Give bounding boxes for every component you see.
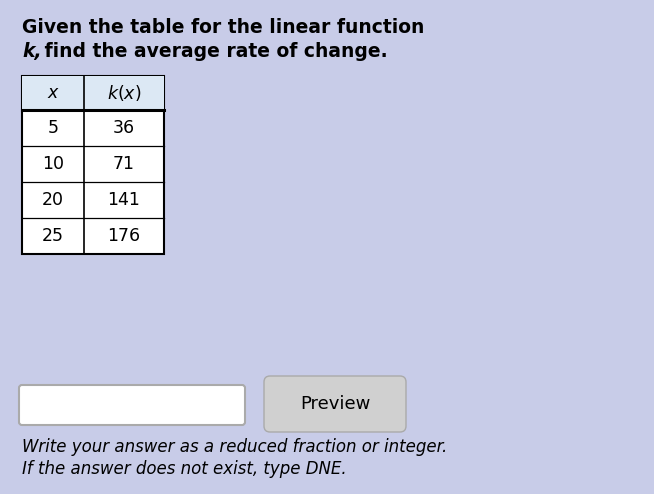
Text: Given the table for the linear function: Given the table for the linear function xyxy=(22,18,424,37)
FancyBboxPatch shape xyxy=(19,385,245,425)
Text: If the answer does not exist, type DNE.: If the answer does not exist, type DNE. xyxy=(22,460,347,478)
Text: $x$: $x$ xyxy=(46,84,60,102)
FancyBboxPatch shape xyxy=(264,376,406,432)
Text: Preview: Preview xyxy=(300,395,370,413)
Text: 20: 20 xyxy=(42,191,64,209)
Text: $k(x)$: $k(x)$ xyxy=(107,83,141,103)
Text: k,: k, xyxy=(22,42,42,61)
Text: 25: 25 xyxy=(42,227,64,245)
Text: 5: 5 xyxy=(48,119,58,137)
Text: 10: 10 xyxy=(42,155,64,173)
FancyBboxPatch shape xyxy=(22,76,164,254)
Text: Write your answer as a reduced fraction or integer.: Write your answer as a reduced fraction … xyxy=(22,438,447,456)
Text: 176: 176 xyxy=(107,227,141,245)
Text: find the average rate of change.: find the average rate of change. xyxy=(38,42,388,61)
FancyBboxPatch shape xyxy=(22,76,164,110)
Text: 71: 71 xyxy=(113,155,135,173)
Text: 141: 141 xyxy=(107,191,141,209)
Text: 36: 36 xyxy=(113,119,135,137)
